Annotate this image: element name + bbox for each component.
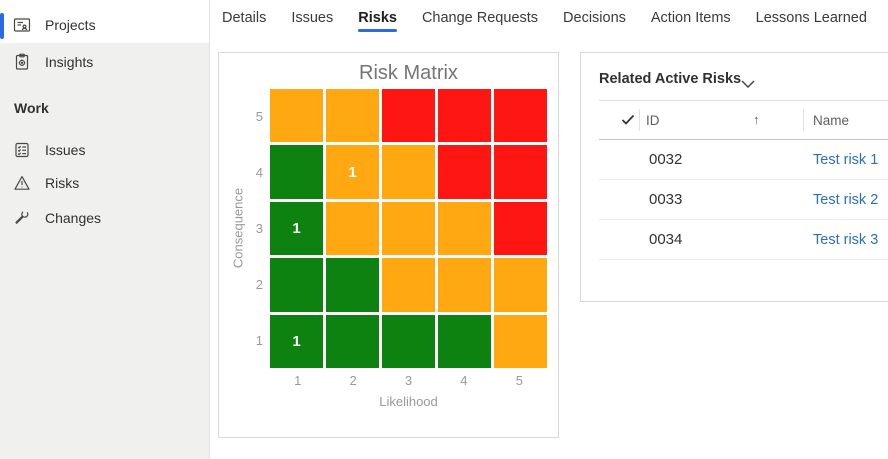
matrix-cell-high[interactable] [438,89,491,143]
risk-id-cell: 0034 [649,231,683,248]
matrix-cell-low[interactable]: 1 [270,314,323,368]
risk-name-link[interactable]: Test risk 3 [813,232,879,248]
matrix-cell-medium[interactable] [326,201,379,256]
tab-risks[interactable]: Risks [358,0,397,32]
selected-accent-bar [0,13,4,39]
x-tick: 2 [349,373,357,388]
y-tick: 5 [255,109,263,125]
sidebar-item-insights[interactable]: Insights [0,44,209,80]
matrix-cell-medium[interactable] [382,201,435,256]
sidebar-item-label: Projects [45,17,96,33]
matrix-cell-low[interactable]: 1 [270,201,323,256]
sidebar-section-work: Work [14,100,49,116]
x-tick: 5 [515,373,523,388]
risk-name-link[interactable]: Test risk 1 [813,152,879,168]
column-header-name[interactable]: Name [813,113,850,128]
sidebar-item-label: Changes [45,210,102,226]
matrix-cell-high[interactable] [438,145,491,199]
table-row[interactable]: 0033 Test risk 2 [581,180,888,220]
x-axis-ticks: 1 2 3 4 5 [270,373,547,388]
tab-lessons-learned[interactable]: Lessons Learned [755,10,867,26]
chevron-down-icon[interactable] [741,75,755,89]
y-tick: 3 [255,220,263,236]
wrench-icon [13,209,31,227]
matrix-cell-low[interactable] [382,314,435,368]
table-row[interactable]: 0034 Test risk 3 [581,220,888,260]
matrix-cell-medium[interactable] [382,258,435,312]
matrix-cell-medium[interactable] [326,89,379,143]
y-axis-ticks: 5 4 3 2 1 [241,89,263,368]
matrix-cell-medium[interactable] [494,258,547,312]
matrix-cell-low[interactable] [270,258,323,312]
matrix-cell-low[interactable] [326,314,379,368]
sidebar: Projects Insights Work Issues Risks [0,0,210,459]
checkmark-icon[interactable] [621,113,635,125]
risk-name-link[interactable]: Test risk 2 [813,192,879,208]
sidebar-item-changes[interactable]: Changes [0,200,209,236]
checklist-icon [13,141,31,159]
table-body: 0032 Test risk 1 0033 Test risk 2 0034 Test r… [581,140,888,260]
sidebar-item-label: Risks [45,175,80,191]
matrix-cell-low[interactable] [326,258,379,312]
tab-action-items[interactable]: Action Items [650,10,731,26]
matrix-cell-medium[interactable] [438,201,491,256]
risk-id-cell: 0032 [649,151,683,168]
related-risks-panel: Related Active Risks ID ↑ Name 0032 Test … [580,52,888,302]
risk-id-cell: 0033 [649,191,683,208]
y-tick: 4 [255,165,263,181]
matrix-cell-high[interactable] [494,89,547,143]
chart-title: Risk Matrix [359,62,458,84]
y-tick: 1 [255,332,263,348]
matrix-cell-medium[interactable] [494,314,547,368]
matrix-cell-high[interactable] [494,145,547,199]
matrix-cell-medium[interactable]: 1 [326,145,379,199]
tab-issues[interactable]: Issues [291,10,334,26]
y-tick: 2 [255,276,263,292]
column-separator [803,109,804,131]
matrix-cell-high[interactable] [494,201,547,256]
x-tick: 1 [294,373,302,388]
tab-strip: Details Issues Risks Change Requests Decisio… [222,0,867,46]
matrix-cell-low[interactable] [438,314,491,368]
tab-change-requests[interactable]: Change Requests [421,10,539,26]
matrix-cell-medium[interactable] [382,145,435,199]
sidebar-item-label: Issues [45,142,86,158]
header-divider [599,139,888,140]
x-tick: 4 [460,373,468,388]
tab-decisions[interactable]: Decisions [563,10,626,26]
sidebar-item-projects[interactable]: Projects [0,7,209,43]
warning-icon [13,174,31,192]
insights-icon [13,53,31,71]
projects-icon [13,16,31,34]
matrix-cell-low[interactable] [270,145,323,199]
title-divider [599,100,888,101]
matrix-cell-high[interactable] [382,89,435,143]
column-separator [639,109,640,131]
x-tick: 3 [404,373,413,388]
matrix-cell-medium[interactable] [438,258,491,312]
table-header-row: ID ↑ Name [581,101,888,139]
x-axis-label: Likelihood [379,394,438,409]
sidebar-selected-highlight [0,0,209,43]
sidebar-item-label: Insights [45,54,94,70]
sidebar-item-issues[interactable]: Issues [0,132,209,168]
tab-details[interactable]: Details [222,10,267,26]
sidebar-item-risks[interactable]: Risks [0,165,209,201]
column-header-id[interactable]: ID [646,113,660,128]
sort-ascending-icon: ↑ [753,112,760,127]
related-risks-title: Related Active Risks [599,71,742,87]
matrix-cell-medium[interactable] [270,89,323,143]
table-row[interactable]: 0032 Test risk 1 [581,140,888,180]
